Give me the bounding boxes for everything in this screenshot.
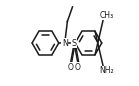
Text: N: N: [62, 39, 68, 47]
Text: O: O: [68, 63, 74, 72]
Text: CH₃: CH₃: [99, 11, 114, 20]
Text: O: O: [75, 63, 81, 72]
Text: NH₂: NH₂: [99, 66, 114, 75]
Text: S: S: [72, 39, 77, 47]
